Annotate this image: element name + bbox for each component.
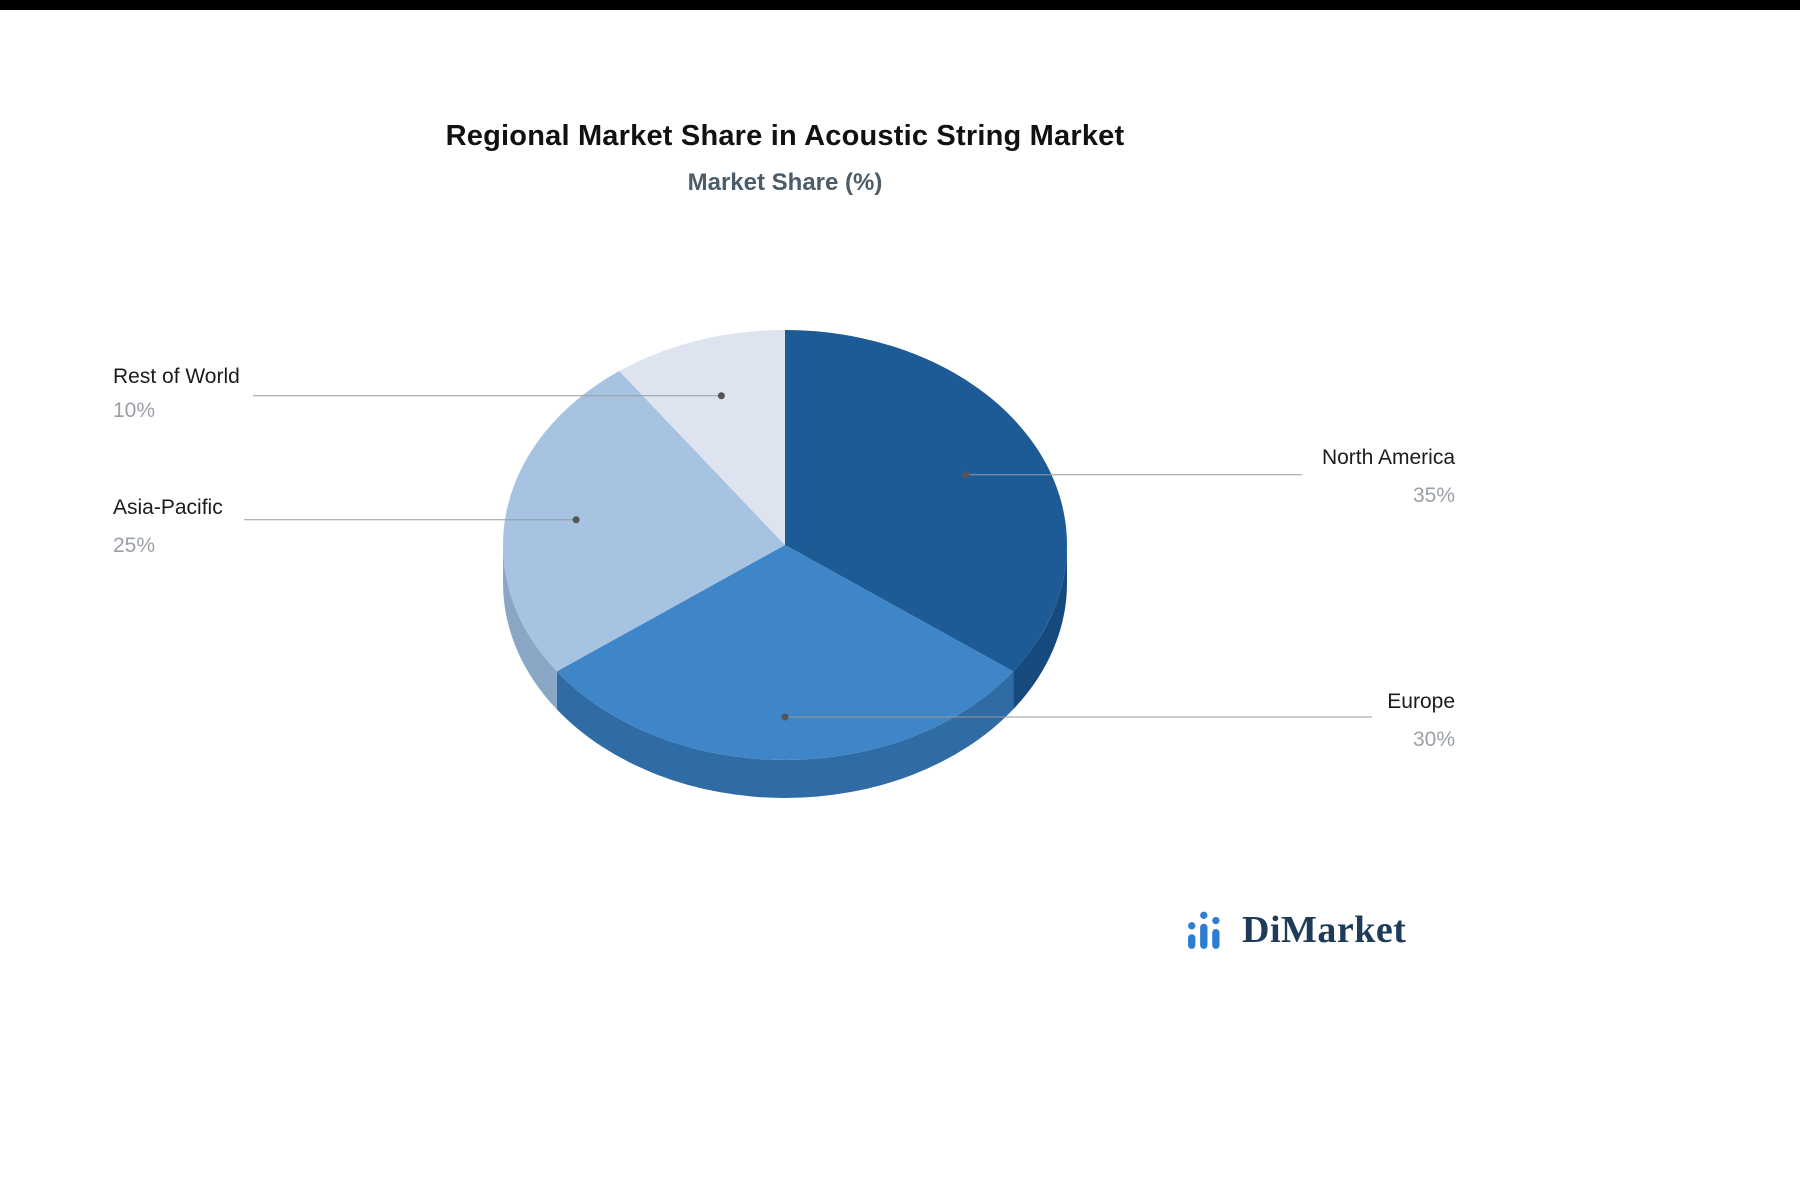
slice-value-rest-of-world: 10% — [113, 399, 156, 422]
slice-label-asia-pacific: Asia-Pacific — [113, 496, 223, 519]
slice-value-north-america: 35% — [1412, 484, 1455, 507]
brand-name: DiMarket — [1242, 909, 1407, 951]
dimarket-logo: DiMarket — [1186, 908, 1406, 952]
callout-europe: Europe 30% — [1387, 688, 1455, 754]
slice-label-north-america: North America — [1321, 446, 1455, 469]
bar-chart-icon — [1188, 911, 1220, 949]
top-border-bar — [0, 0, 1800, 10]
slice-value-asia-pacific: 25% — [113, 534, 156, 557]
callout-north-america: North America 35% — [1322, 444, 1455, 510]
slice-label-europe: Europe — [1387, 690, 1455, 713]
chart-subtitle: Market Share (%) — [687, 169, 883, 196]
callout-rest-of-world: Rest of World 10% — [113, 363, 240, 425]
slice-value-europe: 30% — [1412, 728, 1455, 751]
slice-label-rest-of-world: Rest of World — [113, 365, 240, 388]
chart-title: Regional Market Share in Acoustic String… — [445, 120, 1125, 152]
callout-asia-pacific: Asia-Pacific 25% — [113, 494, 223, 560]
